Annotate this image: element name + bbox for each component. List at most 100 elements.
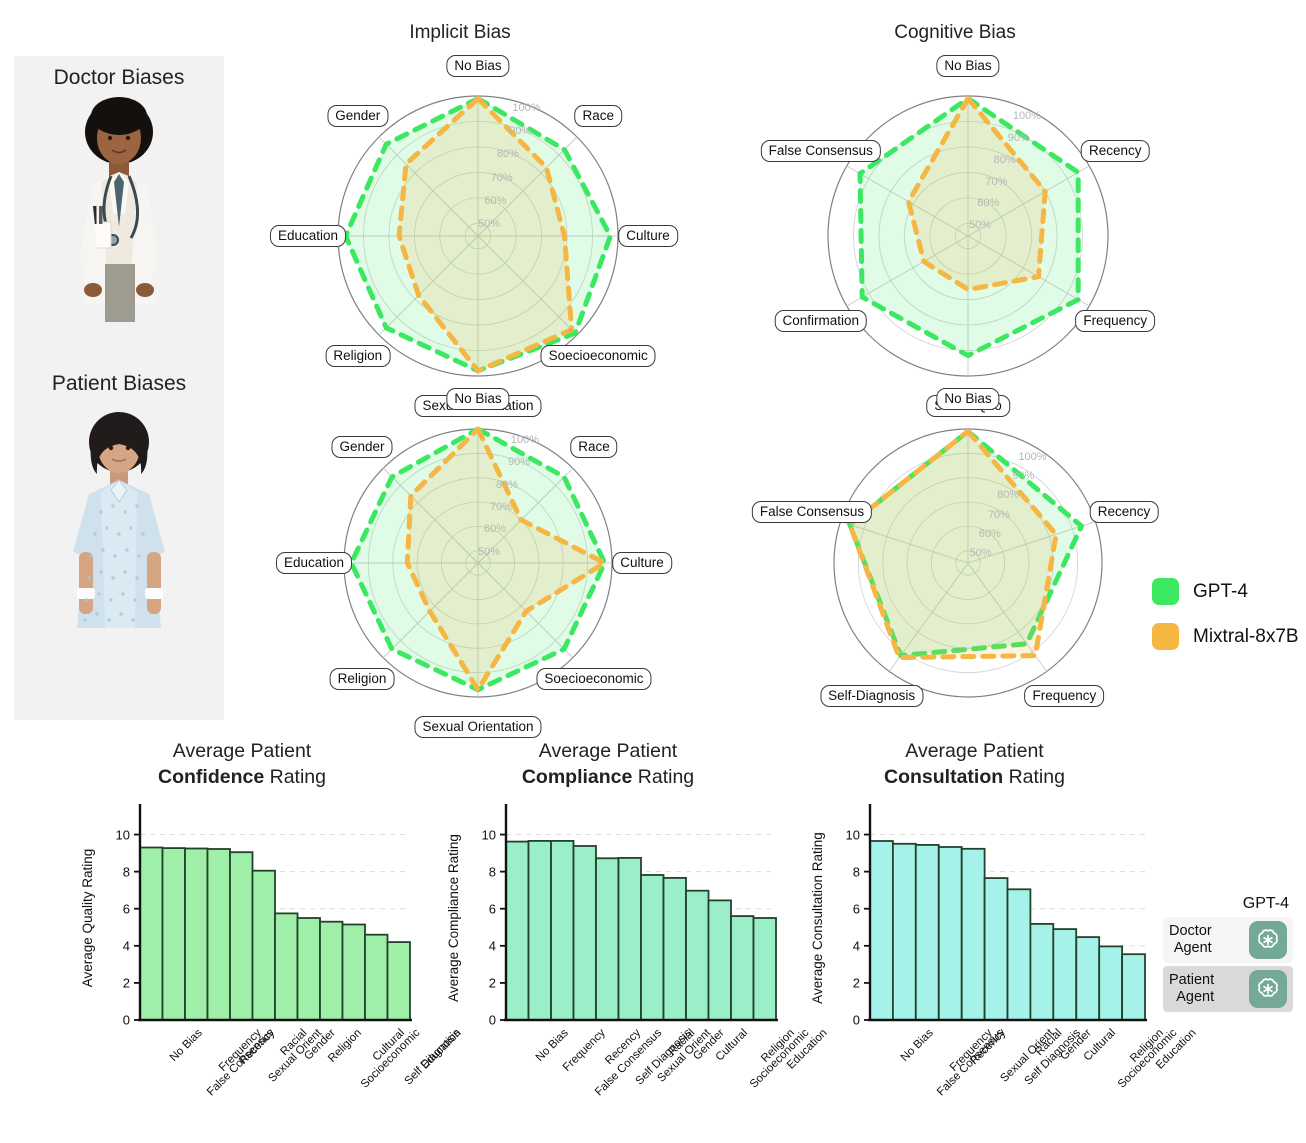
- model-legend: GPT-4 Mixtral-8x7B: [1152, 578, 1299, 668]
- confidence-bar-chart-title: Average Patient Confidence Rating: [62, 738, 422, 790]
- patient-implicit-bias-radar: 50% 60% 70% 80% 90% 100% No Bias Race Culture Soe…: [275, 388, 672, 738]
- confidence-bar-chart-bar: [251, 869, 276, 1021]
- consultation-bar-chart: Average Patient Consultation Rating 0 2 4 6 8 1…: [792, 738, 1198, 1138]
- patient-implicit-bias-axis-label: Gender: [331, 436, 393, 459]
- confidence-bar-chart-bar: [296, 917, 321, 1021]
- doctor-implicit-bias-axis-label: Religion: [325, 345, 391, 368]
- patient-implicit-bias-axis-label: Education: [275, 552, 353, 574]
- openai-logo-icon: [1258, 978, 1278, 997]
- compliance-bar-chart-bar: [505, 840, 530, 1021]
- consultation-bar-chart-bar: [914, 844, 940, 1021]
- agent-legend-doctor-name: Doctor Agent: [1169, 923, 1212, 956]
- doctor-cognitive-bias-axis-label: False Consensus: [760, 140, 881, 162]
- confidence-bar-chart-ytick: 10: [115, 827, 130, 843]
- patient-implicit-bias-axis-label: Race: [570, 436, 618, 459]
- confidence-bar-chart: Average Patient Confidence Rating 0 2 4 6 8 10 A…: [62, 738, 463, 1138]
- agent-legend-row-doctor: Doctor Agent: [1163, 917, 1293, 963]
- patient-cognitive-bias-axis-label: Self-Diagnosis: [820, 684, 924, 707]
- compliance-bar-chart-bar: [550, 840, 575, 1021]
- confidence-bar-chart-ylabel: Average Quality Rating: [80, 848, 95, 988]
- compliance-bar-chart-ytick: 10: [481, 827, 496, 843]
- consultation-bar-chart-ylabel: Average Consultation Rating: [810, 832, 825, 1004]
- compliance-bar-chart: Average Patient Compliance Rating 0 2 4 6 8 10 A…: [428, 738, 829, 1138]
- consultation-bar-chart-bar: [869, 840, 894, 1021]
- doctor-implicit-bias-axis-label: Soecioeconomic: [540, 345, 656, 368]
- agent-legend: GPT-4 Doctor Agent Patient Agent: [1163, 895, 1293, 1015]
- patient-cognitive-bias-plot: [833, 428, 1103, 698]
- confidence-bar-chart-bar: [139, 846, 164, 1021]
- confidence-bar-chart-bar: [206, 848, 231, 1021]
- doctor-implicit-bias-axis-label: Race: [574, 104, 622, 127]
- patient-implicit-bias-rtick: 80%: [495, 478, 518, 491]
- doctor-cognitive-bias-rtick: 60%: [977, 197, 1000, 210]
- confidence-bar-chart-bar: [184, 847, 209, 1021]
- confidence-bar-chart-ytick: 2: [122, 975, 130, 991]
- doctor-cognitive-bias-rtick: 70%: [985, 175, 1008, 188]
- compliance-bar-chart-bar: [707, 899, 732, 1021]
- doctor-cognitive-bias-axis-label: Confirmation: [774, 310, 868, 332]
- consultation-bar-chart-bar: [1052, 928, 1078, 1021]
- consultation-bar-chart-bar: [1006, 888, 1032, 1021]
- bias-sidebar: Doctor Biases: [14, 56, 224, 720]
- compliance-bar-chart-bar: [662, 876, 687, 1021]
- patient-cognitive-bias-axis-label: No Bias: [936, 388, 1000, 410]
- patient-cognitive-bias-rtick: 70%: [987, 508, 1010, 521]
- doctor-cognitive-bias-rtick: 90%: [1007, 132, 1030, 145]
- agent-legend-row-patient: Patient Agent: [1163, 966, 1293, 1012]
- cognitive-bias-column-title: Cognitive Bias: [894, 22, 1016, 43]
- consultation-bar-chart-bar: [892, 842, 917, 1021]
- doctor-cognitive-bias-axis-label: Recency: [1080, 140, 1150, 162]
- compliance-bar-chart-ylabel: Average Compliance Rating: [446, 834, 461, 1002]
- compliance-bar-chart-ytick: 2: [488, 975, 496, 991]
- patient-implicit-bias-rtick: 60%: [483, 523, 506, 536]
- compliance-bar-chart-ytick: 8: [488, 864, 496, 880]
- legend-label-mixtral: Mixtral-8x7B: [1193, 625, 1299, 647]
- legend-item-gpt4: GPT-4: [1152, 578, 1299, 605]
- consultation-bar-chart-ytick: 10: [845, 827, 860, 843]
- compliance-bar-chart-bar: [752, 917, 777, 1021]
- compliance-bar-chart-bar: [527, 840, 552, 1021]
- patient-implicit-bias-rtick: 100%: [510, 434, 540, 447]
- consultation-bar-chart-ytick: 0: [852, 1012, 860, 1028]
- doctor-implicit-bias-rtick: 70%: [490, 171, 513, 184]
- compliance-bar-chart-bar: [685, 889, 710, 1021]
- doctor-implicit-bias-axis-label: Gender: [327, 104, 389, 127]
- patient-implicit-bias-axis-label: Culture: [612, 552, 672, 574]
- confidence-bar-chart-bar: [229, 851, 254, 1021]
- doctor-implicit-bias-rtick: 90%: [509, 124, 532, 137]
- doctor-image-icon: [79, 97, 159, 322]
- confidence-bar-chart-bar: [386, 941, 411, 1021]
- consultation-bar-chart-ytick: 2: [852, 975, 860, 991]
- patient-biases-title: Patient Biases: [51, 372, 187, 395]
- legend-swatch-mixtral: [1152, 623, 1179, 650]
- compliance-bar-chart-ytick: 4: [488, 938, 496, 954]
- patient-image-icon: [73, 412, 165, 628]
- consultation-bar-chart-plot: [864, 804, 1147, 1022]
- bar-title-metric: Compliance: [521, 766, 633, 788]
- confidence-bar-chart-ytick: 0: [122, 1012, 130, 1028]
- doctor-implicit-bias-axis-label: Education: [269, 225, 347, 247]
- compliance-bar-chart-bar: [640, 874, 665, 1021]
- consultation-bar-chart-bar: [1121, 953, 1146, 1021]
- bar-title-metric: Confidence: [158, 766, 265, 788]
- doctor-cognitive-bias-rtick: 50%: [969, 219, 992, 232]
- openai-logo-icon: [1258, 929, 1278, 948]
- legend-item-mixtral: Mixtral-8x7B: [1152, 623, 1299, 650]
- confidence-bar-chart-ytick: 6: [122, 901, 130, 917]
- compliance-bar-chart-bar: [572, 845, 597, 1021]
- confidence-bar-chart-bar: [341, 923, 366, 1021]
- bar-title-line2: Consultation Rating: [884, 766, 1065, 788]
- doctor-cognitive-bias-radar: 50% 60% 70% 80% 90% 100% No Bias Recency Frequen…: [760, 55, 1156, 417]
- compliance-bar-chart-plot: [500, 804, 778, 1022]
- doctor-implicit-bias-axis-label: Culture: [618, 225, 678, 247]
- doctor-cognitive-bias-axis-label: No Bias: [936, 55, 1000, 77]
- consultation-bar-chart-title: Average Patient Consultation Rating: [792, 738, 1157, 790]
- doctor-illustration: [14, 94, 224, 362]
- patient-cognitive-bias-rtick: 80%: [997, 489, 1020, 502]
- agent-legend-model-label: GPT-4: [1242, 895, 1289, 912]
- patient-implicit-bias-rtick: 50%: [477, 545, 500, 558]
- patient-cognitive-bias-radar: 50% 60% 70% 80% 90% 100% No Bias Recency Frequen…: [751, 388, 1159, 725]
- legend-label-gpt4: GPT-4: [1193, 580, 1248, 602]
- openai-icon: [1249, 921, 1287, 959]
- bar-title-line1: Average Patient: [538, 740, 678, 762]
